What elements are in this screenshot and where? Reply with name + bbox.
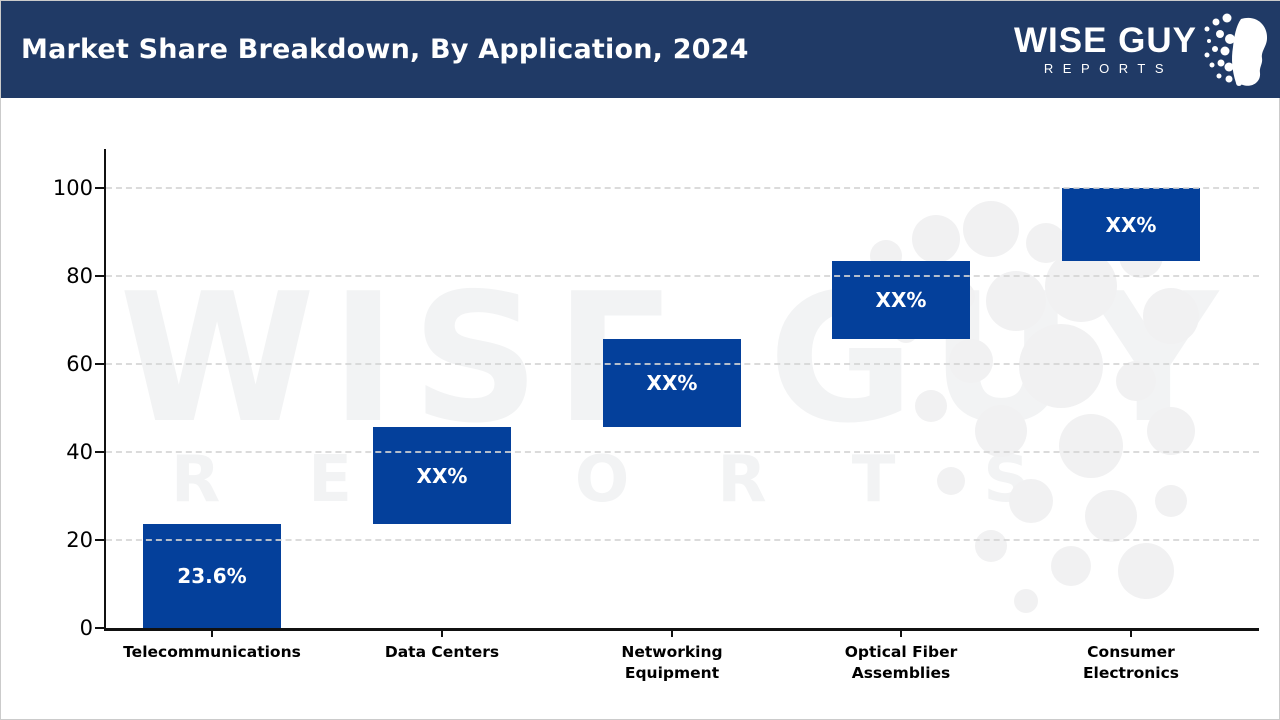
header: Market Share Breakdown, By Application, … <box>1 1 1280 98</box>
x-category-line: Equipment <box>624 664 720 682</box>
bar-value-label: 23.6% <box>177 564 247 589</box>
y-tick-label: 80 <box>66 264 93 288</box>
bar-optical-fiber-assemblies: XX% <box>832 261 970 340</box>
bar-value-label: XX% <box>1105 212 1157 237</box>
x-category-line: Consumer <box>1087 643 1175 661</box>
gridline <box>106 363 1259 365</box>
bar-value-label: XX% <box>416 463 468 488</box>
x-category-label: Data Centers <box>332 642 552 663</box>
gridline <box>106 187 1259 189</box>
bar-networking-equipment: XX% <box>603 339 741 428</box>
logo-subtitle: REPORTS <box>1043 61 1174 76</box>
x-category-line: Networking <box>621 643 723 661</box>
y-tick-label: 60 <box>66 352 93 376</box>
y-tick <box>95 539 104 541</box>
y-tick <box>95 627 104 629</box>
bar-value-label: XX% <box>875 288 927 313</box>
bar-data-centers: XX% <box>373 427 511 525</box>
y-tick <box>95 187 104 189</box>
wiseguy-logo: WISE GUY REPORTS <box>1009 11 1269 91</box>
x-category-label: Optical Fiber Assemblies <box>791 642 1011 684</box>
y-tick <box>95 451 104 453</box>
gridline <box>106 275 1259 277</box>
y-tick-label: 40 <box>66 440 93 464</box>
y-axis-line <box>104 149 106 630</box>
logo-wordmark: WISE GUY <box>1013 21 1197 60</box>
bar-consumer-electronics: XX% <box>1062 188 1200 262</box>
logo-face-icon <box>1204 13 1268 86</box>
x-category-label: Consumer Electronics <box>1021 642 1241 684</box>
x-category-line: Assemblies <box>851 664 951 682</box>
x-category-label: Networking Equipment <box>562 642 782 684</box>
logo-text: WISE GUY REPORTS <box>1013 21 1197 77</box>
x-category-line: Telecommunications <box>123 643 301 661</box>
x-tick <box>1130 630 1132 637</box>
y-tick <box>95 363 104 365</box>
gridline <box>106 539 1259 541</box>
x-tick <box>211 630 213 637</box>
x-axis-line <box>104 628 1259 631</box>
x-tick <box>671 630 673 637</box>
x-category-line: Optical Fiber <box>844 643 958 661</box>
x-category-line: Electronics <box>1082 664 1180 682</box>
y-tick <box>95 275 104 277</box>
watermark-subtitle: REPORTS <box>171 443 1118 517</box>
y-tick-label: 0 <box>79 616 93 640</box>
x-category-label: Telecommunications <box>102 642 322 663</box>
bar-telecommunications: 23.6% <box>143 524 281 628</box>
gridline <box>106 451 1259 453</box>
x-tick <box>441 630 443 637</box>
page-title: Market Share Breakdown, By Application, … <box>21 34 749 65</box>
y-tick-label: 100 <box>52 176 93 200</box>
x-tick <box>900 630 902 637</box>
bar-value-label: XX% <box>646 371 698 396</box>
y-tick-label: 20 <box>66 528 93 552</box>
x-category-line: Data Centers <box>384 643 500 661</box>
